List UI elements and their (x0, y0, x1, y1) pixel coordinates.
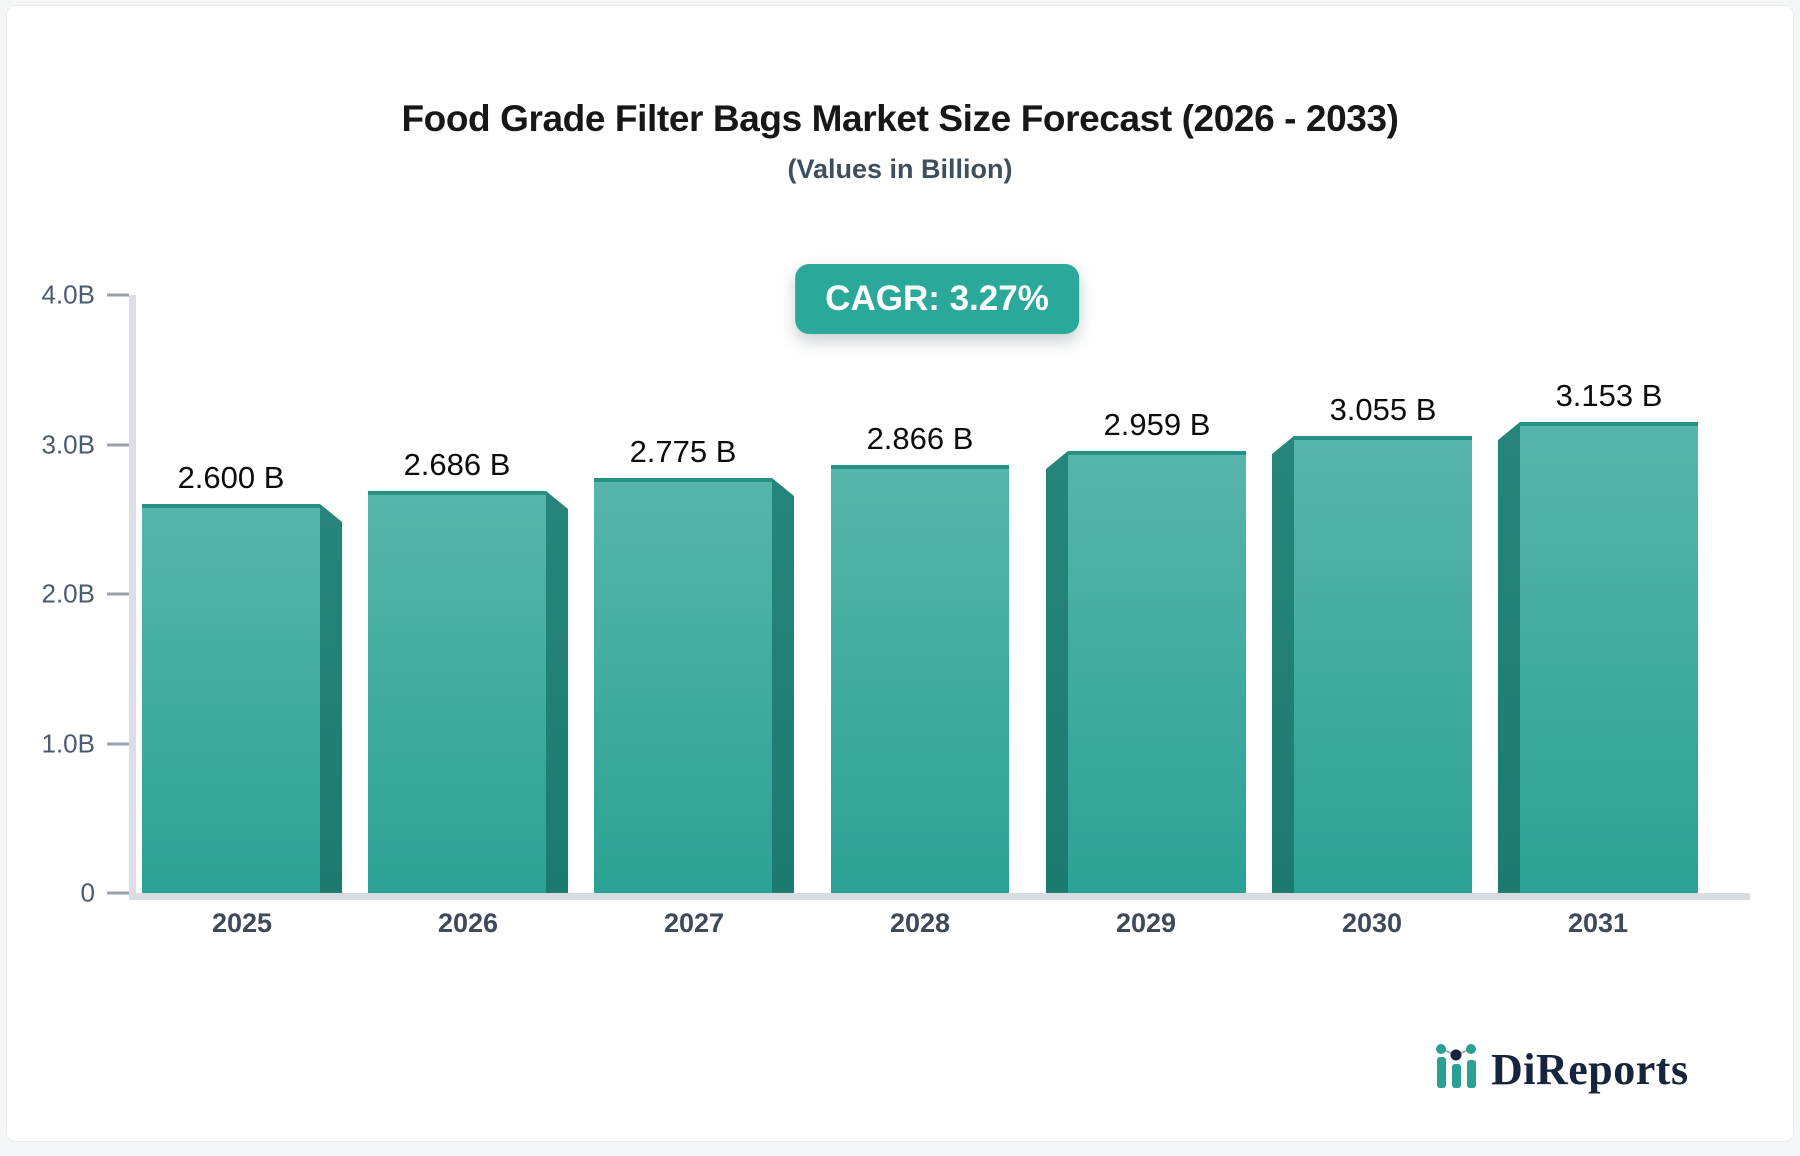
bar-side-face (1272, 436, 1294, 893)
bar-value-label: 2.866 B (866, 421, 974, 456)
y-tick-label: 2.0B (41, 578, 96, 609)
bar-face (1068, 451, 1246, 893)
y-tick-dash (107, 443, 129, 446)
bar-face (1520, 422, 1698, 893)
bar-face (831, 465, 1009, 893)
bar-face (594, 478, 772, 893)
bar-side-face (1046, 451, 1068, 893)
bar-side-face (772, 478, 794, 893)
x-axis-label: 2031 (1567, 908, 1629, 938)
bar-group (594, 478, 794, 893)
x-axis-label: 2028 (889, 908, 951, 938)
y-tick-dash (107, 293, 129, 297)
bar-group (368, 491, 568, 893)
bar-value-label: 2.600 B (177, 460, 285, 495)
x-axis-label: 2029 (1115, 908, 1177, 938)
y-tick-label: 0 (80, 877, 95, 908)
bar-group (1046, 451, 1246, 893)
x-axis-label: 2025 (211, 908, 273, 938)
y-tick-dash (107, 891, 129, 895)
brand-logo-text: DiReports (1491, 1045, 1689, 1094)
bar-face (368, 491, 546, 893)
chart-subtitle: (Values in Billion) (787, 154, 1013, 184)
x-axis-label: 2027 (663, 908, 725, 938)
bar-side-face (320, 504, 342, 893)
bar-value-label: 2.686 B (403, 447, 511, 482)
bar-value-label: 2.959 B (1103, 407, 1211, 442)
bar-group (1272, 436, 1472, 893)
bar-group (1498, 422, 1698, 893)
bar-value-label: 3.055 B (1329, 392, 1437, 427)
x-axis-line (129, 893, 1750, 900)
chart-card: Food Grade Filter Bags Market Size Forec… (6, 5, 1794, 1142)
bar-group (820, 465, 1020, 893)
y-axis-line (129, 295, 136, 900)
x-axis-label: 2030 (1341, 908, 1403, 938)
chart-title: Food Grade Filter Bags Market Size Forec… (401, 98, 1399, 139)
y-tick-label: 4.0B (41, 279, 96, 310)
bar-side-face (546, 491, 568, 893)
cagr-badge: CAGR: 3.27% (795, 264, 1079, 334)
bar-face (142, 504, 320, 893)
y-tick-label: 1.0B (41, 728, 96, 758)
y-tick-dash (107, 592, 129, 596)
bar-value-label: 2.775 B (629, 434, 737, 469)
bar-face (1294, 436, 1472, 893)
x-axis-label: 2026 (437, 908, 499, 938)
y-tick-label: 3.0B (41, 429, 96, 459)
bar-side-face (1498, 422, 1520, 893)
bar-group (142, 504, 342, 893)
brand-logo: DiReports (1435, 1038, 1689, 1092)
brand-logo-icon (1436, 1044, 1476, 1088)
y-tick-dash (107, 742, 129, 745)
bar-value-label: 3.153 B (1555, 378, 1663, 413)
